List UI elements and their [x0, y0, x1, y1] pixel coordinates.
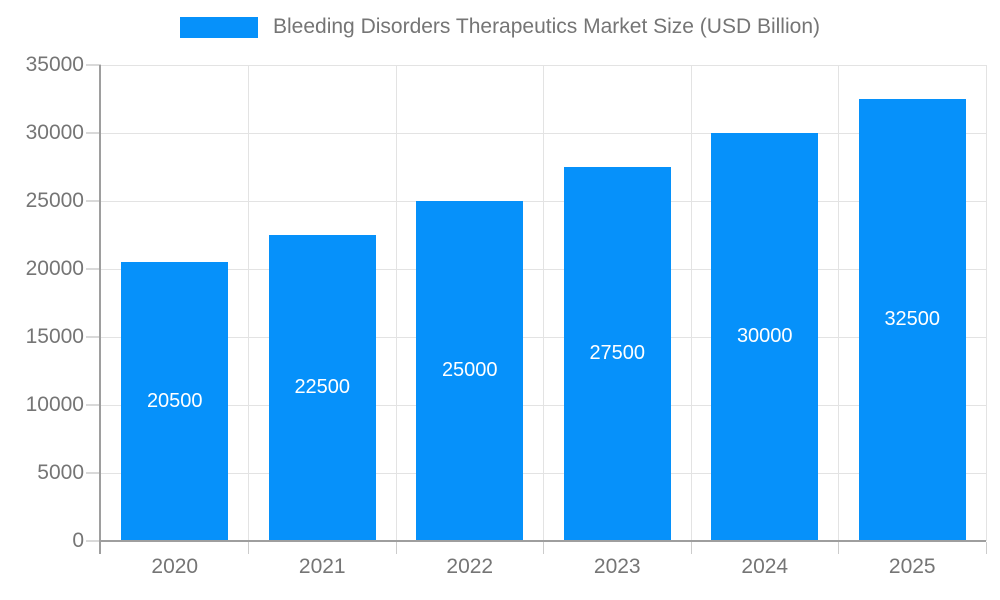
y-axis-tick-mark	[86, 336, 101, 338]
x-axis-tick-label: 2021	[298, 555, 346, 578]
vertical-gridline	[395, 65, 397, 541]
bar[interactable]: 32500	[858, 99, 966, 540]
x-axis-tick-mark	[838, 542, 839, 554]
x-axis-tick-mark	[543, 542, 544, 554]
chart-legend[interactable]: Bleeding Disorders Therapeutics Market S…	[0, 14, 1000, 40]
x-axis-tick-label: 2025	[888, 555, 936, 578]
x-axis-tick-label: 2022	[446, 555, 494, 578]
y-axis-tick-label: 10000	[25, 393, 84, 416]
bar[interactable]: 27500	[563, 167, 671, 540]
bar[interactable]: 22500	[268, 235, 376, 540]
y-axis-tick-label: 30000	[25, 121, 84, 144]
y-axis-line	[99, 65, 101, 554]
bar-value-label: 22500	[294, 376, 351, 398]
legend-swatch	[180, 16, 258, 38]
y-axis-tick-label: 20000	[25, 257, 84, 280]
x-axis-tick-label: 2020	[151, 555, 199, 578]
x-axis-tick-mark	[395, 542, 397, 554]
x-axis-tick-mark	[985, 542, 987, 554]
x-axis-tick-label: 2023	[593, 555, 641, 578]
bar[interactable]: 30000	[711, 133, 819, 540]
bar-value-label: 25000	[441, 359, 498, 381]
y-axis-tick-label: 35000	[25, 53, 84, 76]
y-axis-tick-mark	[86, 404, 101, 406]
x-axis-tick-label: 2024	[741, 555, 789, 578]
bar[interactable]: 25000	[416, 201, 524, 540]
y-axis-tick-label: 5000	[37, 461, 84, 484]
bar-value-label: 30000	[736, 325, 793, 347]
vertical-gridline	[248, 65, 249, 541]
y-axis-tick-mark	[86, 132, 101, 134]
y-axis-tick-mark	[86, 64, 101, 66]
vertical-gridline	[985, 65, 987, 541]
y-axis-tick-label: 25000	[25, 189, 84, 212]
bar-value-label: 27500	[589, 342, 646, 364]
x-axis-tick-mark	[690, 542, 692, 554]
vertical-gridline	[543, 65, 544, 541]
y-axis-tick-mark	[86, 472, 101, 474]
x-axis-tick-mark	[248, 542, 249, 554]
bar-value-label: 20500	[146, 389, 203, 412]
y-axis-tick-label: 0	[72, 529, 84, 552]
y-axis-tick-mark	[86, 200, 101, 202]
y-axis-tick-label: 15000	[25, 325, 84, 348]
bar-value-label: 32500	[884, 308, 941, 330]
vertical-gridline	[838, 65, 839, 541]
y-axis-tick-mark	[86, 268, 101, 270]
vertical-gridline	[690, 65, 692, 541]
bar[interactable]: 20500	[121, 262, 229, 540]
y-axis-tick-mark	[86, 540, 101, 542]
legend-label: Bleeding Disorders Therapeutics Market S…	[273, 15, 820, 38]
x-axis-line	[99, 540, 986, 542]
